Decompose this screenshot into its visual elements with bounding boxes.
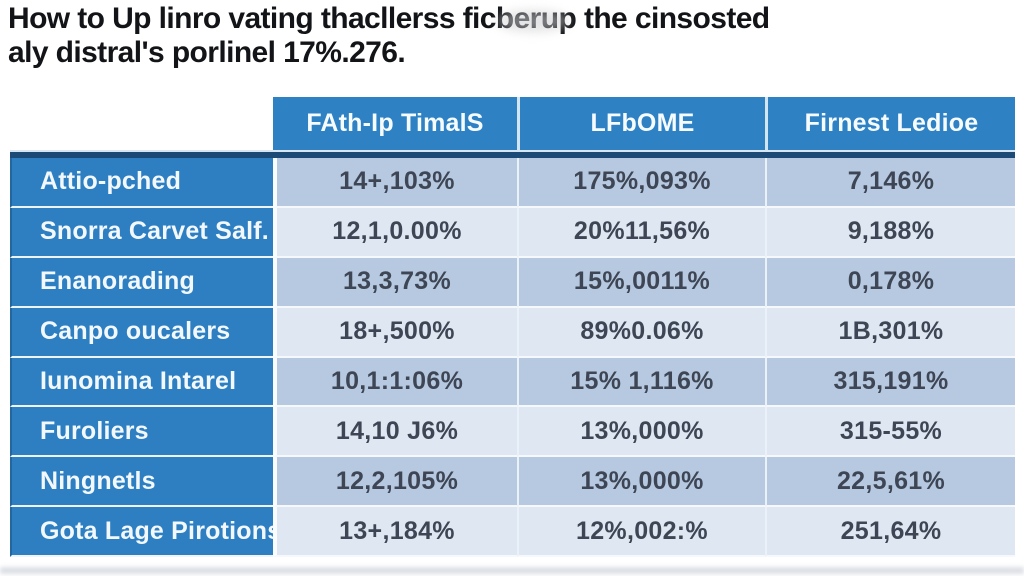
cell: 315,191% [765, 357, 1015, 408]
cell: 315-55% [765, 407, 1015, 458]
bottom-artifact [0, 567, 1024, 574]
smudge-artifact [497, 10, 569, 32]
cell: 22,5,61% [765, 457, 1015, 508]
cell: 12,1,0.00% [273, 207, 517, 258]
cell: 15%,0011% [517, 257, 765, 308]
cell: 13%,000% [517, 457, 765, 508]
row-label: Enanorading [10, 257, 273, 308]
cell: 89%0.06% [517, 307, 765, 358]
table-row: Snorra Carvet Salf. 12,1,0.00% 20%11,56%… [10, 207, 1015, 258]
cell: 18+,500% [273, 307, 517, 358]
row-label: Canpo oucalers [10, 307, 273, 358]
row-label: Attio-pched [10, 158, 273, 208]
table-row: Furoliers 14,10 J6% 13%,000% 315-55% [10, 407, 1015, 458]
cell: 14+,103% [273, 158, 517, 208]
row-label: Iunomina Intarel [10, 357, 273, 408]
cell: 14,10 J6% [273, 407, 517, 458]
title-line-2: aly distral's porlinel 17%.276. [8, 36, 406, 69]
column-header-2: Firnest Ledioe [765, 97, 1015, 150]
row-label: Furoliers [10, 407, 273, 458]
cell: 13%,000% [517, 407, 765, 458]
cell: 12%,002:% [517, 507, 765, 558]
cell: 9,188% [765, 207, 1015, 258]
corner-cell [10, 97, 273, 150]
cell: 10,1:1:06% [273, 357, 517, 408]
data-table: FAth-Ip TimalS LFbOME Firnest Ledioe Att… [10, 97, 1015, 558]
column-header-1: LFbOME [517, 97, 765, 150]
cell: 0,178% [765, 257, 1015, 308]
cell: 251,64% [765, 507, 1015, 558]
cell: 7,146% [765, 158, 1015, 208]
cell: 15% 1,116% [517, 357, 765, 408]
page-title: How to Up linro vating thacllerss ficber… [8, 2, 838, 70]
table-body: Attio-pched 14+,103% 175%,093% 7,146% Sn… [10, 158, 1015, 558]
table-header-row: FAth-Ip TimalS LFbOME Firnest Ledioe [10, 97, 1015, 150]
cell: 175%,093% [517, 158, 765, 208]
table-row: Gota Lage Pirotions 13+,184% 12%,002:% 2… [10, 507, 1015, 558]
row-label: Snorra Carvet Salf. [10, 207, 273, 258]
row-label: Gota Lage Pirotions [10, 507, 273, 558]
table-row: Enanorading 13,3,73% 15%,0011% 0,178% [10, 257, 1015, 308]
table-row: Canpo oucalers 18+,500% 89%0.06% 1B,301% [10, 307, 1015, 358]
cell: 20%11,56% [517, 207, 765, 258]
table-row: Attio-pched 14+,103% 175%,093% 7,146% [10, 158, 1015, 208]
cell: 1B,301% [765, 307, 1015, 358]
table-row: Iunomina Intarel 10,1:1:06% 15% 1,116% 3… [10, 357, 1015, 408]
cell: 13+,184% [273, 507, 517, 558]
table-row: Ningnetls 12,2,105% 13%,000% 22,5,61% [10, 457, 1015, 508]
title-line-1: How to Up linro vating thacllerss ficber… [8, 2, 770, 35]
header-divider [10, 150, 1015, 158]
row-label: Ningnetls [10, 457, 273, 508]
cell: 13,3,73% [273, 257, 517, 308]
cell: 12,2,105% [273, 457, 517, 508]
column-header-0: FAth-Ip TimalS [273, 97, 517, 150]
